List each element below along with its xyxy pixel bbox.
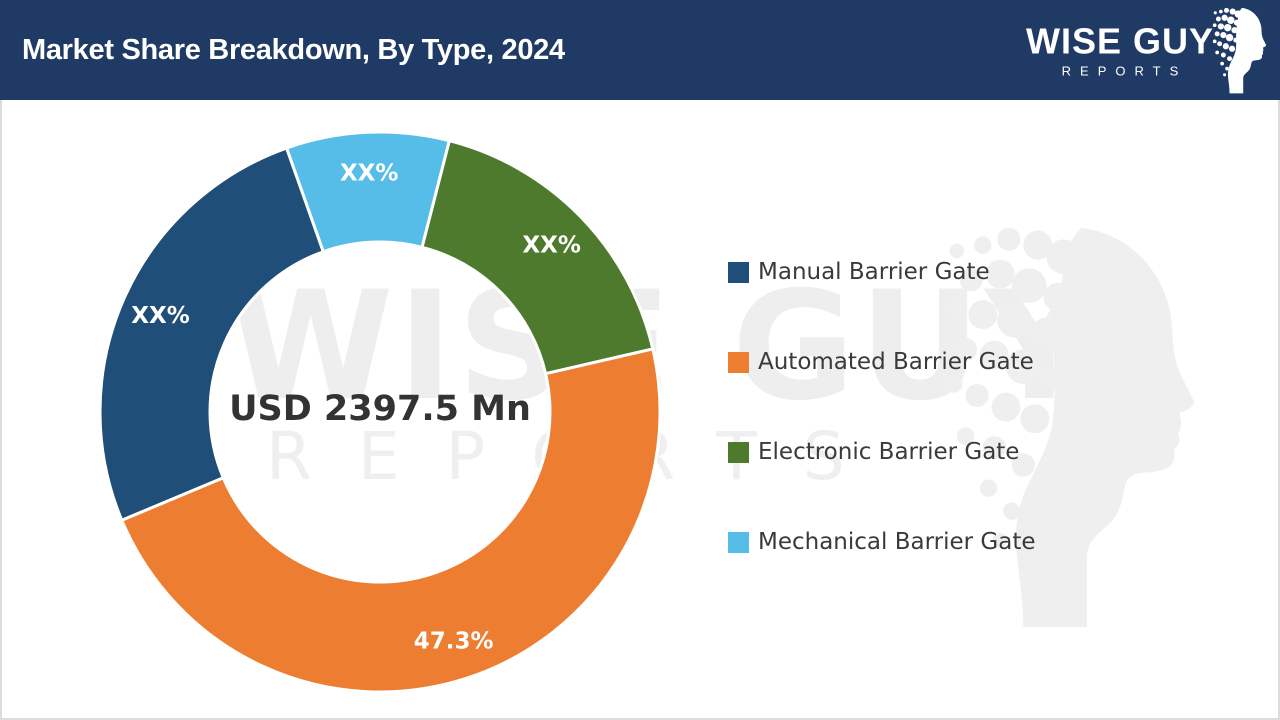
logo-text: WISE GUY REPORTS — [1025, 20, 1214, 78]
legend-label: Electronic Barrier Gate — [758, 438, 1020, 465]
logo-face-icon — [1212, 7, 1267, 94]
legend-label: Manual Barrier Gate — [758, 258, 990, 285]
logo-wordmark: WISE GUY — [1025, 20, 1214, 61]
legend-swatch-electronic — [728, 441, 749, 463]
legend-swatch-mechanical — [728, 531, 749, 553]
header-bar: Market Share Breakdown, By Type, 2024 WI… — [0, 0, 1280, 100]
legend-label: Mechanical Barrier Gate — [758, 528, 1036, 555]
legend-item: Manual Barrier Gate — [728, 259, 990, 285]
page-title: Market Share Breakdown, By Type, 2024 — [22, 33, 565, 66]
legend-label: Automated Barrier Gate — [758, 348, 1034, 375]
legend-item: Mechanical Barrier Gate — [728, 529, 1036, 555]
legend-item: Automated Barrier Gate — [728, 349, 1034, 375]
wise-guy-reports-logo: WISE GUY REPORTS — [1026, 7, 1268, 94]
legend-item: Electronic Barrier Gate — [728, 439, 1019, 465]
legend-swatch-manual — [728, 261, 749, 283]
logo-reports-text: REPORTS — [1061, 63, 1188, 78]
legend-swatch-automated — [728, 351, 749, 373]
